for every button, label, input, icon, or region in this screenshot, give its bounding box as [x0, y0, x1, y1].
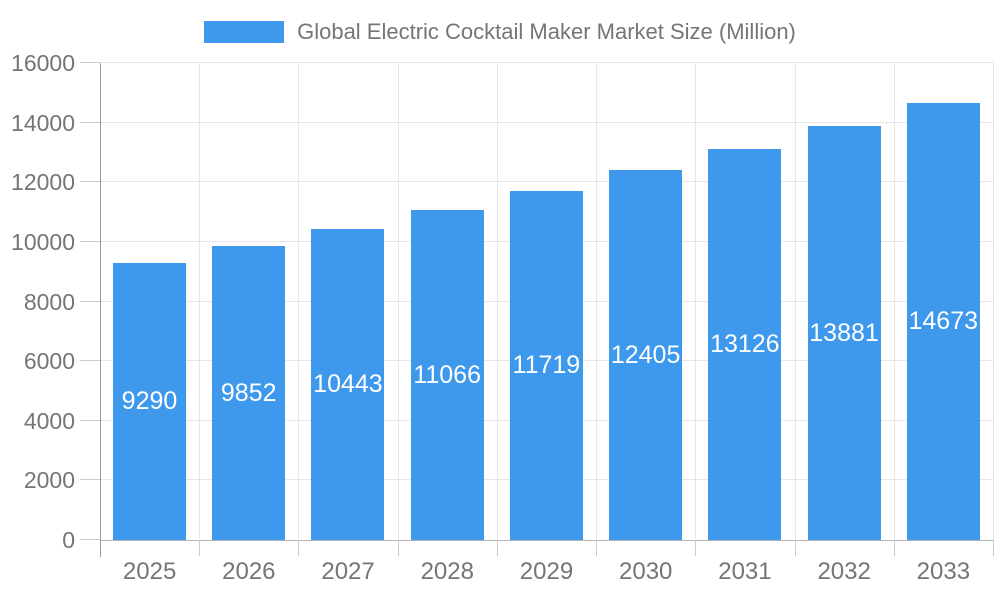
- y-axis-label: 10000: [11, 228, 75, 255]
- y-axis-tick: [80, 121, 100, 123]
- y-axis-tick: [80, 300, 100, 302]
- x-axis-tick: [893, 540, 895, 556]
- gridline-vertical: [695, 63, 697, 540]
- bar-2032[interactable]: 13881: [807, 126, 881, 540]
- gridline-vertical: [893, 63, 895, 540]
- x-axis-tick: [199, 540, 201, 556]
- gridline-vertical: [794, 63, 796, 540]
- legend-item[interactable]: Global Electric Cocktail Maker Market Si…: [0, 20, 1000, 44]
- bar-2033[interactable]: 14673: [906, 102, 980, 540]
- x-axis-tick: [794, 540, 796, 556]
- x-axis-tick: [397, 540, 399, 556]
- x-axis-tick: [496, 540, 498, 556]
- gridline-horizontal: [100, 121, 993, 123]
- y-axis-label: 2000: [23, 467, 75, 494]
- y-axis-tick: [80, 360, 100, 362]
- x-axis-tick: [695, 540, 697, 556]
- bar-2026[interactable]: 9852: [212, 246, 286, 540]
- bar-value-label: 13126: [710, 329, 780, 358]
- bar-value-label: 9852: [220, 378, 277, 407]
- gridline-vertical: [397, 63, 399, 540]
- gridline-horizontal: [100, 181, 993, 183]
- x-axis-label: 2025: [122, 558, 177, 585]
- gridline-vertical: [596, 63, 598, 540]
- gridline-vertical: [298, 63, 300, 540]
- y-axis-tick: [80, 181, 100, 183]
- y-axis-label: 12000: [11, 169, 75, 196]
- gridline-horizontal: [100, 62, 993, 63]
- y-axis-tick: [80, 539, 100, 540]
- gridline-vertical: [199, 63, 201, 540]
- bar-2025[interactable]: 9290: [112, 263, 186, 540]
- y-axis-tick: [80, 62, 100, 63]
- bar-value-label: 9290: [121, 387, 178, 415]
- legend-swatch: [204, 21, 285, 43]
- y-axis-label: 0: [62, 527, 75, 553]
- bar-value-label: 13881: [809, 318, 879, 347]
- y-axis-label: 14000: [11, 109, 75, 136]
- bar-value-label: 11719: [512, 350, 581, 379]
- bar-value-label: 10443: [313, 369, 383, 398]
- x-axis-label: 2031: [718, 558, 772, 585]
- bar-2027[interactable]: 10443: [311, 228, 385, 540]
- x-axis-tick: [298, 540, 300, 556]
- y-axis-label: 4000: [23, 407, 75, 434]
- x-axis-label: 2027: [321, 558, 375, 585]
- y-axis-label: 8000: [23, 288, 75, 315]
- y-axis-label: 16000: [11, 50, 75, 76]
- bar-value-label: 12405: [610, 340, 681, 369]
- y-axis-tick: [80, 419, 100, 421]
- x-axis-label: 2032: [817, 558, 871, 585]
- legend-label: Global Electric Cocktail Maker Market Si…: [297, 19, 796, 44]
- x-axis-label: 2030: [619, 558, 673, 585]
- bar-2029[interactable]: 11719: [509, 190, 583, 540]
- y-axis-label: 6000: [23, 348, 75, 375]
- x-axis-label: 2033: [916, 558, 971, 585]
- y-axis-tick: [80, 240, 100, 242]
- bar-value-label: 14673: [908, 306, 979, 335]
- gridline-vertical: [496, 63, 498, 540]
- x-axis-label: 2029: [519, 558, 574, 585]
- x-axis-label: 2026: [222, 558, 276, 585]
- bar-value-label: 11066: [413, 360, 481, 389]
- y-axis-tick: [80, 479, 100, 481]
- x-axis-tick: [596, 540, 598, 556]
- x-axis-line: [100, 540, 993, 541]
- bar-2030[interactable]: 12405: [609, 170, 683, 540]
- x-axis-tick: [993, 540, 994, 556]
- y-axis-line: [100, 63, 101, 557]
- bar-2028[interactable]: 11066: [410, 210, 484, 540]
- bar-2031[interactable]: 13126: [708, 148, 782, 540]
- gridline-vertical: [993, 63, 994, 540]
- x-axis-label: 2028: [420, 558, 474, 585]
